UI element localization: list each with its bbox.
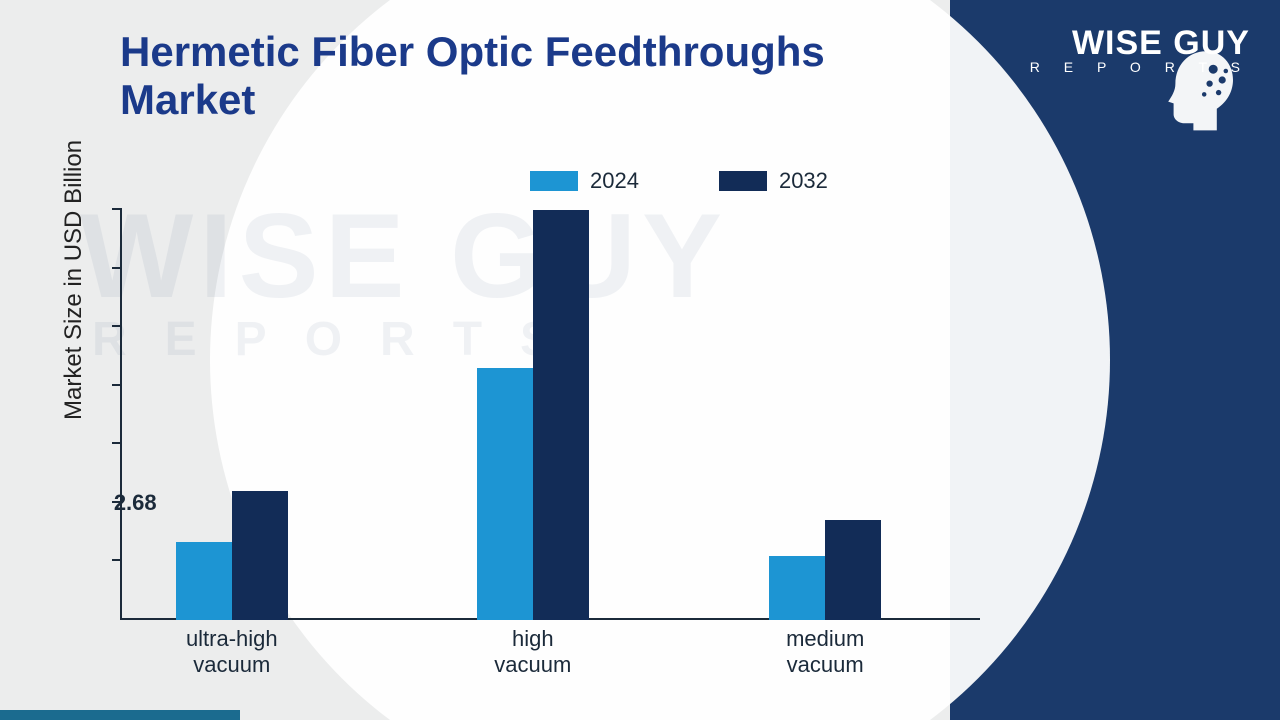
value-label: 2.68 <box>114 490 157 516</box>
y-tick <box>112 267 122 269</box>
y-tick <box>112 208 122 210</box>
y-tick <box>112 325 122 327</box>
category-label: mediumvacuum <box>745 620 905 679</box>
legend-item: 2032 <box>719 168 828 194</box>
legend-swatch <box>719 171 767 191</box>
legend: 2024 2032 <box>530 168 828 194</box>
category-label: ultra-highvacuum <box>152 620 312 679</box>
head-icon <box>1152 44 1242 134</box>
y-axis-label: Market Size in USD Billion <box>60 140 88 420</box>
bar <box>825 520 881 620</box>
plot-area: ultra-highvacuumhighvacuummediumvacuum2.… <box>120 210 980 620</box>
y-tick <box>112 442 122 444</box>
bar <box>533 210 589 620</box>
legend-label: 2024 <box>590 168 639 194</box>
y-tick <box>112 559 122 561</box>
bar <box>232 491 288 620</box>
legend-swatch <box>530 171 578 191</box>
bar <box>477 368 533 620</box>
bar <box>769 556 825 620</box>
brand-logo: WISE GUY R E P O R T S <box>1030 24 1250 75</box>
legend-label: 2032 <box>779 168 828 194</box>
chart-canvas: WISE GUY REPORTS Hermetic Fiber Optic Fe… <box>0 0 1280 720</box>
bottom-accent-bar <box>0 710 240 720</box>
legend-item: 2024 <box>530 168 639 194</box>
chart-title: Hermetic Fiber Optic Feedthroughs Market <box>120 28 880 125</box>
y-tick <box>112 384 122 386</box>
bar <box>176 542 232 620</box>
category-label: highvacuum <box>453 620 613 679</box>
